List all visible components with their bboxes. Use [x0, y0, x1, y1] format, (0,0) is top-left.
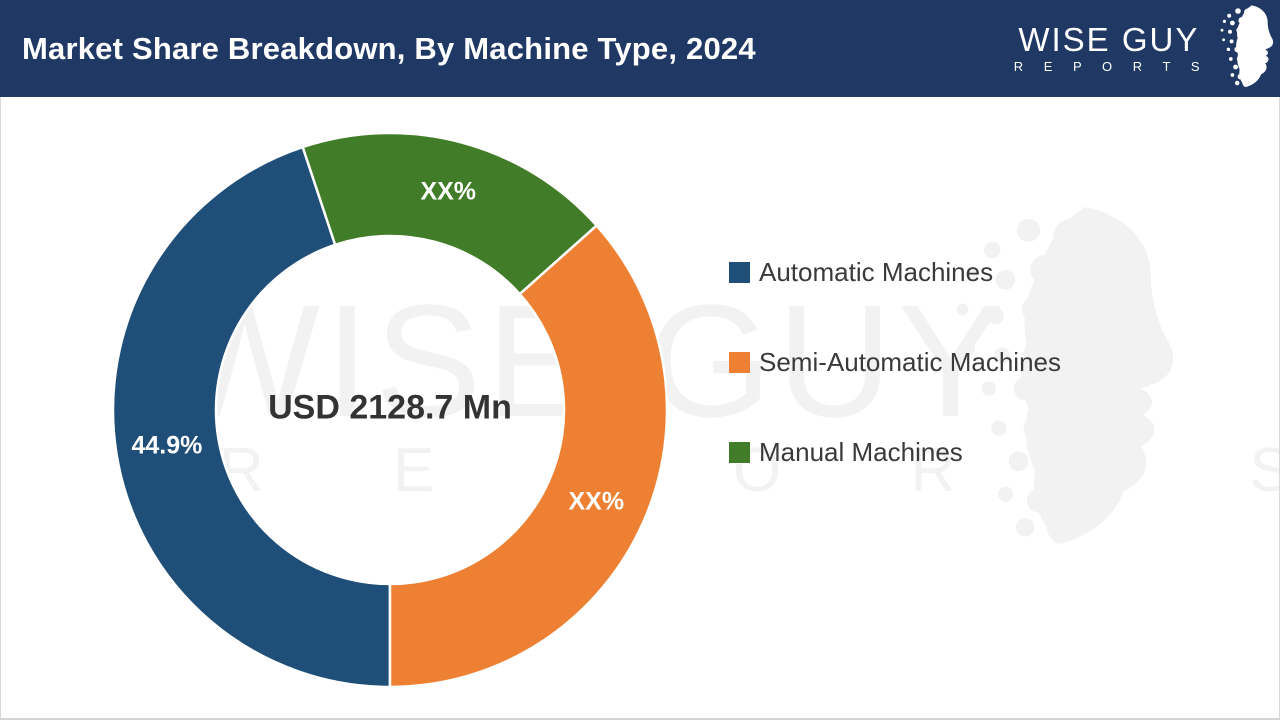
legend-label-automatic: Automatic Machines: [759, 257, 994, 287]
header-bar: Market Share Breakdown, By Machine Type,…: [0, 0, 1280, 97]
legend-item-automatic: Automatic Machines: [729, 257, 1061, 287]
legend-swatch-semi-automatic: [729, 351, 750, 373]
slice-label-semi-automatic: XX%: [568, 487, 625, 516]
slice-label-manual: XX%: [420, 177, 477, 206]
donut-slice-0: [111, 145, 392, 689]
legend-swatch-automatic: [729, 261, 750, 283]
legend: Automatic Machines Semi-Automatic Machin…: [729, 257, 1061, 467]
legend-swatch-manual: [729, 441, 750, 463]
legend-label-manual: Manual Machines: [759, 437, 963, 467]
legend-item-semi-automatic: Semi-Automatic Machines: [729, 347, 1061, 377]
donut-slice-1: [301, 131, 598, 296]
logo-name-text: WISE GUY: [1018, 21, 1200, 58]
donut-slice-2: [388, 224, 669, 689]
legend-label-semi-automatic: Semi-Automatic Machines: [759, 347, 1061, 377]
chart-title: Market Share Breakdown, By Machine Type,…: [22, 30, 756, 66]
chart-canvas: WISE GUY R E P O R T S USD 2128.7 Mn 44.…: [0, 97, 1280, 720]
wiseguy-logo: WISE GUY R E P O R T S: [1010, 0, 1274, 97]
logo-subtitle-text: R E P O R T S: [1013, 59, 1208, 74]
slice-label-automatic: 44.9%: [131, 431, 203, 460]
center-value: USD 2128.7 Mn: [268, 388, 512, 427]
donut-chart: [111, 131, 669, 689]
legend-item-manual: Manual Machines: [729, 437, 1061, 467]
logo-wordmark: WISE GUY R E P O R T S: [1010, 23, 1208, 74]
